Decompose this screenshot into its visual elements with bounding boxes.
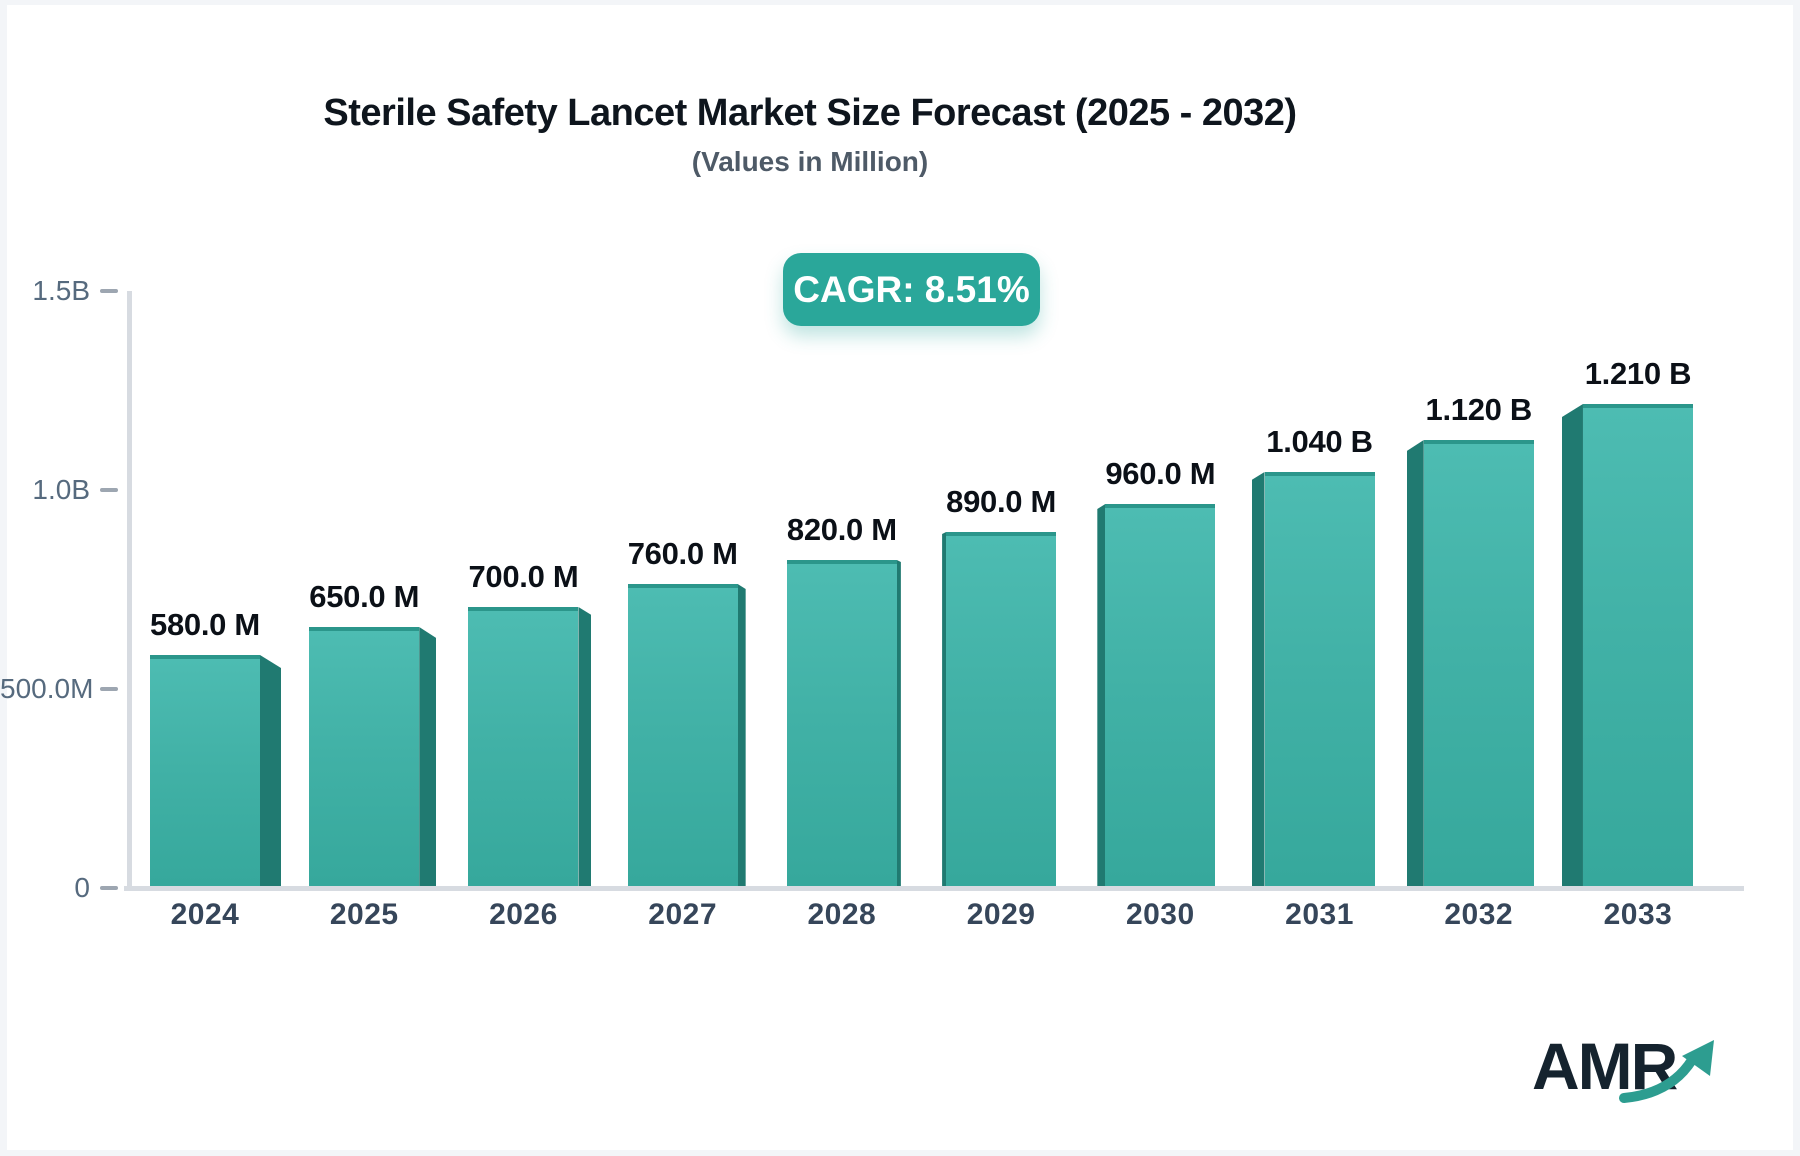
- y-tick-label-0: 0: [74, 872, 90, 903]
- bar-value-2033: 1.210 B: [1584, 356, 1692, 391]
- y-tick-dash-2: [100, 687, 118, 691]
- cagr-badge-label: CAGR: 8.51%: [793, 268, 1030, 310]
- amr-logo: AMR: [1532, 1028, 1732, 1118]
- bar-2028: [786, 560, 897, 886]
- bar-value-2024: 580.0 M: [150, 607, 260, 642]
- y-tick-dash-1: [100, 488, 118, 492]
- x-category-2024: 2024: [170, 898, 240, 931]
- bar-value-2030: 960.0 M: [1105, 456, 1216, 491]
- bar-2031: [1264, 472, 1375, 886]
- bar-2030: [1105, 504, 1216, 886]
- cagr-badge: CAGR: 8.51%: [783, 253, 1040, 326]
- x-category-2030: 2030: [1125, 898, 1195, 931]
- bar-side-2030: [1097, 504, 1106, 886]
- bar-2029: [946, 532, 1057, 886]
- bar-side-2027: [737, 584, 746, 886]
- chart-subtitle: (Values in Million): [691, 146, 929, 177]
- bar-side-2024: [260, 655, 281, 886]
- x-category-2026: 2026: [489, 898, 558, 931]
- bar-value-2029: 890.0 M: [946, 484, 1057, 519]
- bar-side-2033: [1561, 404, 1583, 886]
- y-tick-label-500.0M: 500.0M: [0, 673, 94, 704]
- y-axis-line: [127, 291, 132, 891]
- bar-value-2028: 820.0 M: [786, 512, 897, 547]
- bar-side-2026: [578, 607, 592, 886]
- y-tick-label-1.0B: 1.0B: [32, 474, 90, 505]
- bar-2033: [1582, 404, 1693, 886]
- bar-value-2027: 760.0 M: [627, 536, 738, 571]
- bar-2024: [150, 655, 260, 886]
- bar-side-2029: [942, 532, 947, 886]
- x-category-2025: 2025: [329, 898, 399, 931]
- bar-value-2031: 1.040 B: [1266, 424, 1373, 459]
- bar-side-2032: [1406, 440, 1424, 886]
- bar-value-2032: 1.120 B: [1425, 392, 1533, 427]
- y-tick-dash-0: [100, 289, 118, 293]
- growth-arrow-icon: [1619, 1040, 1714, 1103]
- y-tick-label-1.5B: 1.5B: [32, 275, 90, 306]
- x-category-2033: 2033: [1603, 898, 1673, 931]
- y-tick-dash-3: [100, 886, 118, 890]
- bar-2026: [468, 607, 579, 886]
- chart-title: Sterile Safety Lancet Market Size Foreca…: [323, 92, 1297, 134]
- bar-value-2025: 650.0 M: [309, 579, 420, 614]
- bar-2025: [309, 627, 420, 886]
- bar-side-2025: [419, 627, 437, 886]
- bar-side-2028: [896, 560, 901, 886]
- bar-value-2026: 700.0 M: [468, 559, 579, 594]
- x-category-2032: 2032: [1444, 898, 1514, 931]
- bar-2027: [627, 584, 738, 886]
- x-category-2027: 2027: [648, 898, 718, 931]
- x-category-2028: 2028: [807, 898, 877, 931]
- x-axis-line: [124, 886, 1744, 891]
- bar-2032: [1423, 440, 1534, 886]
- x-category-2029: 2029: [966, 898, 1036, 931]
- x-category-2031: 2031: [1285, 898, 1354, 931]
- bar-side-2031: [1251, 472, 1265, 886]
